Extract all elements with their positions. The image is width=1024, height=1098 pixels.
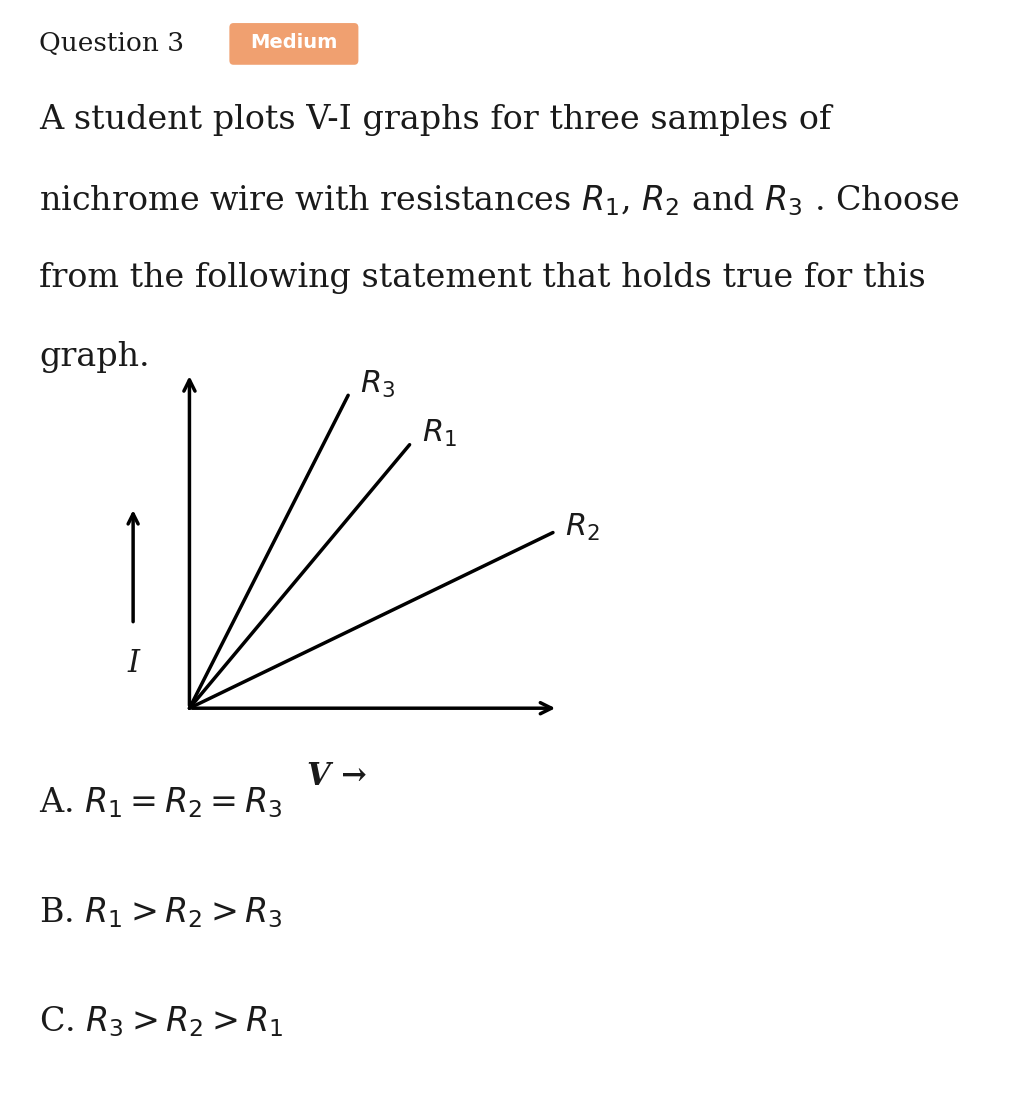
FancyBboxPatch shape (229, 23, 358, 65)
Text: V →: V → (307, 761, 367, 792)
Text: A. $R_1 = R_2 = R_3$: A. $R_1 = R_2 = R_3$ (39, 785, 283, 820)
Text: nichrome wire with resistances $R_1$, $R_2$ and $R_3$ . Choose: nichrome wire with resistances $R_1$, $R… (39, 183, 959, 219)
Text: graph.: graph. (39, 341, 150, 373)
Text: $R_2$: $R_2$ (565, 512, 600, 542)
Text: Medium: Medium (250, 33, 338, 53)
Text: B. $R_1 > R_2 > R_3$: B. $R_1 > R_2 > R_3$ (39, 895, 283, 930)
Text: Question 3: Question 3 (39, 31, 184, 56)
Text: C. $R_3 > R_2 > R_1$: C. $R_3 > R_2 > R_1$ (39, 1005, 284, 1040)
Text: $R_3$: $R_3$ (360, 369, 395, 400)
Text: from the following statement that holds true for this: from the following statement that holds … (39, 262, 926, 294)
Text: $R_1$: $R_1$ (422, 418, 457, 449)
Text: A student plots V-I graphs for three samples of: A student plots V-I graphs for three sam… (39, 104, 831, 136)
Text: I: I (127, 648, 139, 679)
